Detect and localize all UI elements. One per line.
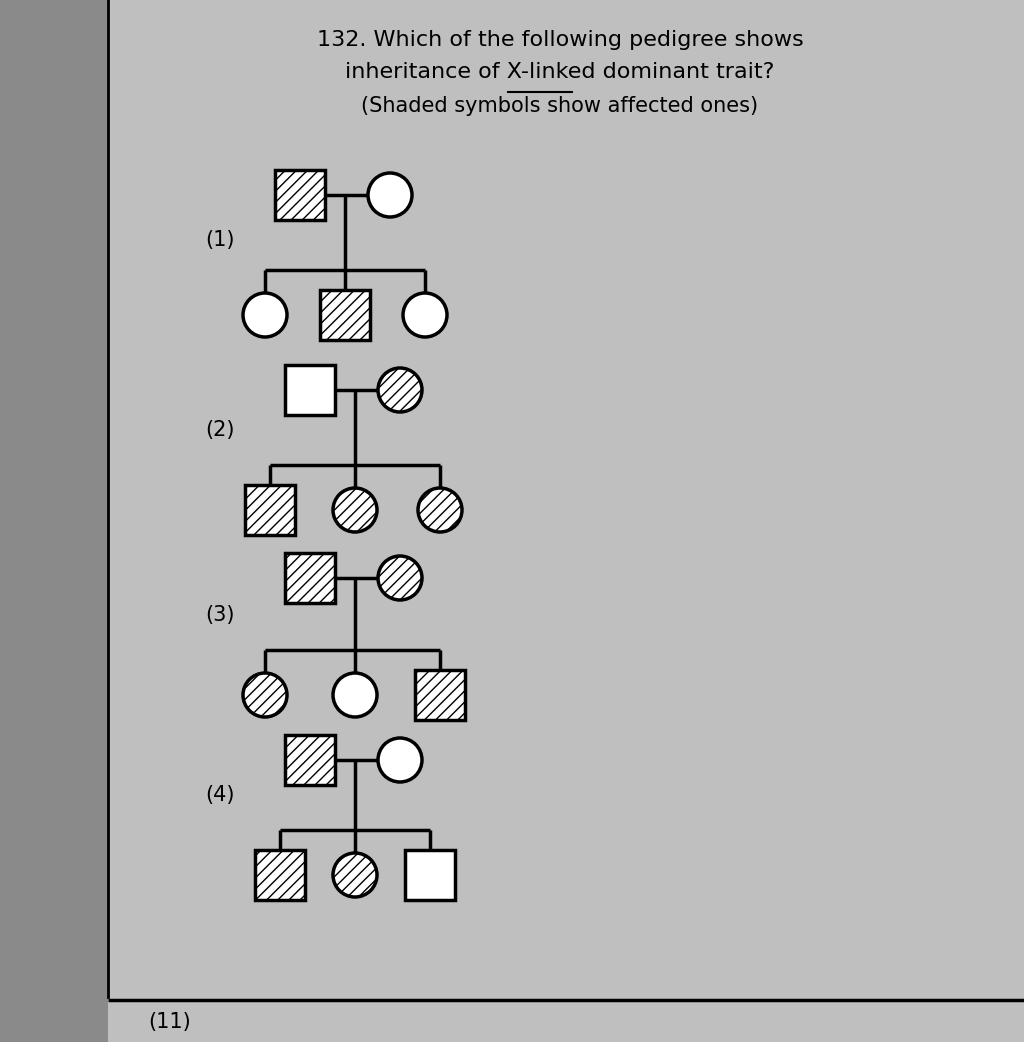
Bar (255, 850, 305, 900)
Circle shape (378, 368, 422, 412)
Bar (415, 670, 465, 720)
Circle shape (333, 673, 377, 717)
Bar (285, 735, 335, 785)
Bar (406, 850, 455, 900)
Text: (2): (2) (205, 420, 234, 440)
Circle shape (333, 488, 377, 532)
Text: (11): (11) (148, 1012, 191, 1032)
Circle shape (378, 556, 422, 600)
Circle shape (333, 853, 377, 897)
Circle shape (403, 293, 447, 337)
Bar (285, 553, 335, 603)
Text: 132. Which of the following pedigree shows: 132. Which of the following pedigree sho… (316, 30, 804, 50)
Bar (319, 290, 370, 340)
Bar (285, 365, 335, 415)
Bar (275, 170, 325, 220)
Circle shape (418, 488, 462, 532)
Circle shape (368, 173, 412, 217)
Circle shape (243, 673, 287, 717)
Text: (4): (4) (205, 785, 234, 805)
Bar (0, 0, 108, 1042)
Text: (1): (1) (205, 230, 234, 250)
Text: (3): (3) (205, 605, 234, 625)
Text: (Shaded symbols show affected ones): (Shaded symbols show affected ones) (361, 96, 759, 116)
Circle shape (378, 738, 422, 782)
Text: inheritance of X-linked dominant trait?: inheritance of X-linked dominant trait? (345, 63, 775, 82)
Bar (245, 485, 295, 535)
Circle shape (243, 293, 287, 337)
